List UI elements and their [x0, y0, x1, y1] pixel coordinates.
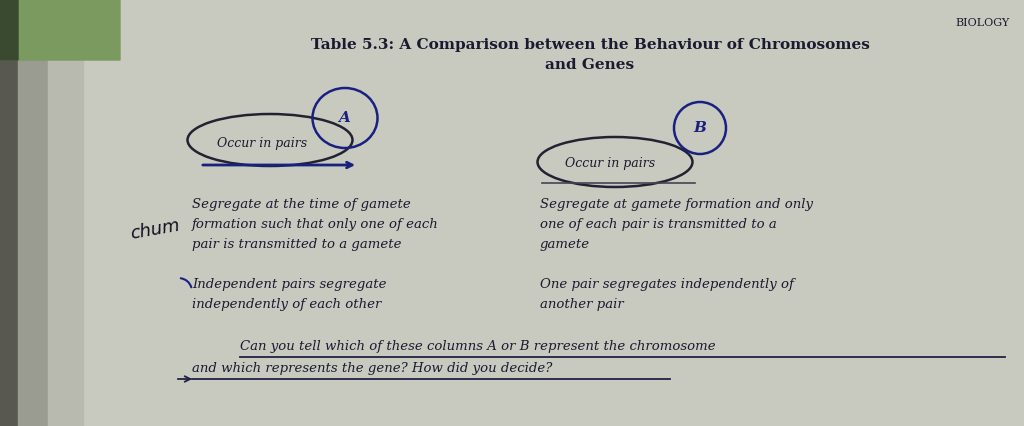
- Bar: [0, 0, 18, 426]
- Text: gamete: gamete: [540, 238, 590, 251]
- Text: chum: chum: [129, 217, 181, 243]
- FancyBboxPatch shape: [0, 0, 18, 60]
- Text: another pair: another pair: [540, 298, 624, 311]
- Text: Independent pairs segregate: Independent pairs segregate: [193, 278, 386, 291]
- Text: and Genes: and Genes: [546, 58, 635, 72]
- Text: one of each pair is transmitted to a: one of each pair is transmitted to a: [540, 218, 777, 231]
- FancyBboxPatch shape: [0, 0, 120, 60]
- Text: One pair segregates independently of: One pair segregates independently of: [540, 278, 794, 291]
- Text: Segregate at gamete formation and only: Segregate at gamete formation and only: [540, 198, 813, 211]
- Text: B: B: [693, 121, 707, 135]
- Text: Occur in pairs: Occur in pairs: [565, 156, 655, 170]
- Text: and which represents the gene? How did you decide?: and which represents the gene? How did y…: [193, 362, 552, 375]
- Text: formation such that only one of each: formation such that only one of each: [193, 218, 438, 231]
- Bar: [48, 0, 83, 426]
- Text: A: A: [338, 111, 350, 125]
- Text: independently of each other: independently of each other: [193, 298, 381, 311]
- Text: Occur in pairs: Occur in pairs: [217, 136, 307, 150]
- Text: Segregate at the time of gamete: Segregate at the time of gamete: [193, 198, 411, 211]
- Text: Can you tell which of these columns A or B represent the chromosome: Can you tell which of these columns A or…: [240, 340, 716, 353]
- Text: pair is transmitted to a gamete: pair is transmitted to a gamete: [193, 238, 401, 251]
- Text: BIOLOGY: BIOLOGY: [955, 18, 1010, 28]
- Text: Table 5.3: A Comparison between the Behaviour of Chromosomes: Table 5.3: A Comparison between the Beha…: [310, 38, 869, 52]
- Bar: [18, 0, 48, 426]
